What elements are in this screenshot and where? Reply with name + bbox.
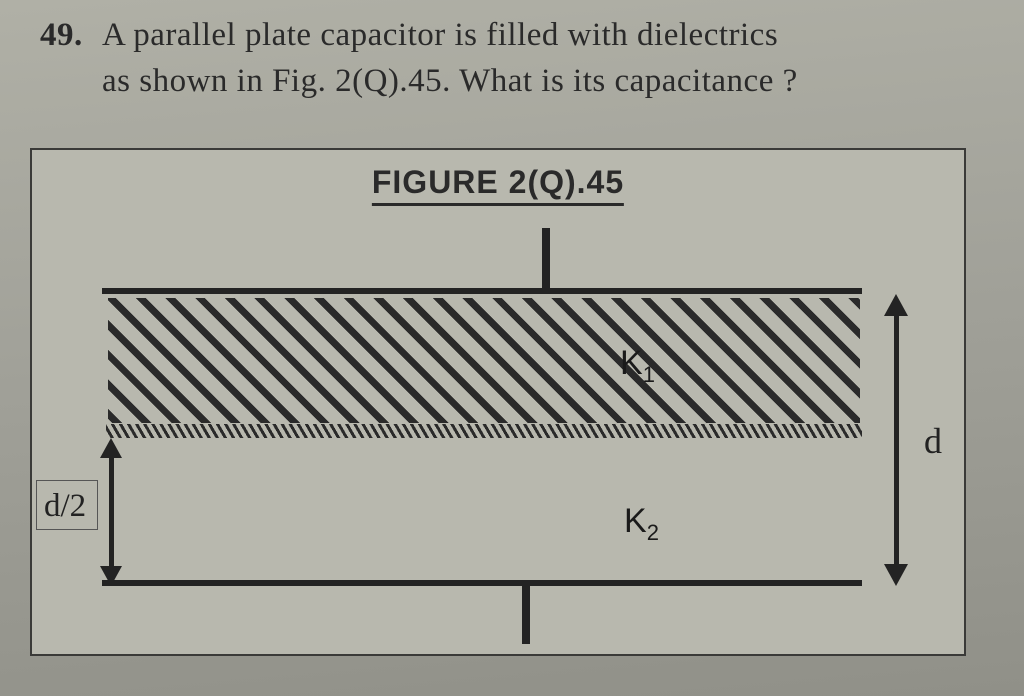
arrow-shaft <box>894 302 899 577</box>
figure-title: FIGURE 2(Q).45 <box>372 164 624 206</box>
question-text-line2: as shown in Fig. 2(Q).45. What is its ca… <box>102 63 798 99</box>
top-plate <box>102 288 862 294</box>
k1-bottom-edge <box>106 424 862 438</box>
hatch-pattern <box>108 298 860 423</box>
arrowhead-down-icon <box>884 564 908 586</box>
d-half-label: d/2 <box>44 488 86 525</box>
dielectric-k1-region <box>108 298 860 423</box>
question-number: 49. <box>40 12 102 58</box>
question-text-line1: A parallel plate capacitor is filled wit… <box>102 17 778 53</box>
d-half-arrow <box>96 438 132 586</box>
k1-label: K1 <box>620 344 655 388</box>
d-label: d <box>924 420 942 462</box>
k2-label: K2 <box>624 502 659 546</box>
d-arrow <box>880 294 916 586</box>
bottom-plate <box>102 580 862 586</box>
arrow-shaft <box>109 446 114 576</box>
arrowhead-down-icon <box>100 566 122 586</box>
top-terminal <box>542 228 550 290</box>
capacitor-diagram: K1 K2 d d/2 <box>102 210 922 640</box>
figure-frame: FIGURE 2(Q).45 K1 K2 d d/2 <box>30 148 966 656</box>
bottom-terminal <box>522 584 530 644</box>
question-block: 49.A parallel plate capacitor is filled … <box>40 12 984 104</box>
